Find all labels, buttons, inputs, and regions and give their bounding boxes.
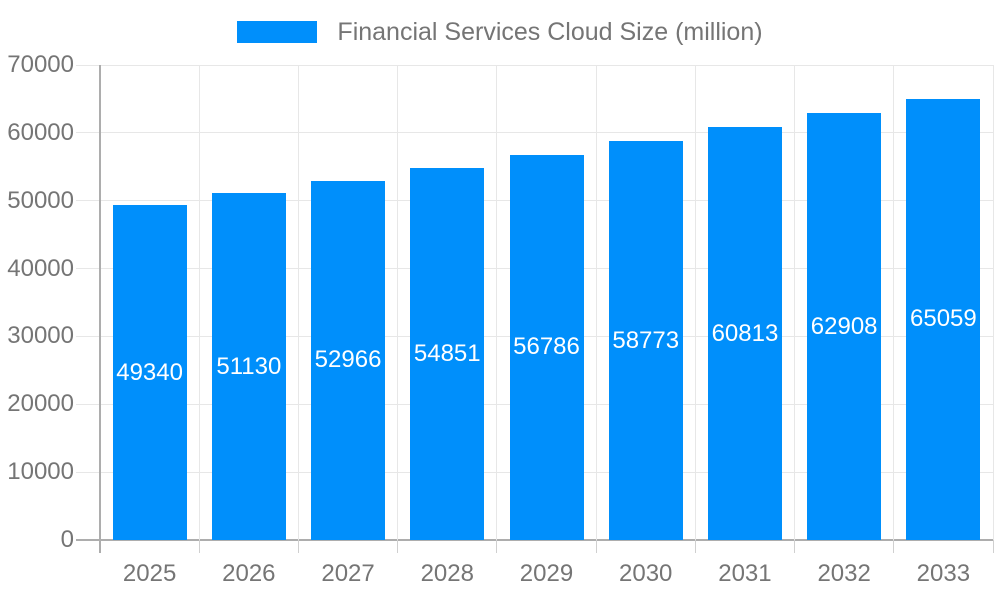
x-gridline bbox=[794, 65, 796, 540]
x-axis-label: 2027 bbox=[321, 560, 375, 587]
x-axis-tick bbox=[397, 540, 399, 553]
x-gridline bbox=[694, 65, 696, 540]
bar-2027[interactable]: 52966 bbox=[311, 180, 386, 540]
y-axis-label: 30000 bbox=[7, 322, 74, 350]
bar-2033[interactable]: 65059 bbox=[906, 98, 981, 540]
bar-2030[interactable]: 58773 bbox=[608, 141, 683, 540]
x-axis-tick bbox=[595, 540, 597, 553]
y-axis-label: 0 bbox=[60, 526, 74, 553]
y-axis-label: 60000 bbox=[7, 118, 74, 146]
bar-value-label: 54851 bbox=[413, 339, 481, 367]
bar-value-label: 51130 bbox=[216, 352, 282, 380]
bar-2032[interactable]: 62908 bbox=[807, 113, 882, 540]
bar-2031[interactable]: 60813 bbox=[707, 127, 782, 540]
x-gridline bbox=[297, 65, 299, 540]
bar-value-label: 65059 bbox=[910, 305, 977, 333]
x-gridline bbox=[992, 65, 994, 540]
x-axis-label: 2026 bbox=[222, 560, 276, 587]
x-gridline bbox=[595, 65, 597, 540]
x-axis-tick bbox=[496, 540, 498, 553]
x-axis-label: 2033 bbox=[916, 560, 971, 587]
bar-value-label: 62908 bbox=[810, 312, 878, 340]
bar-2026[interactable]: 51130 bbox=[211, 193, 286, 540]
x-axis-tick bbox=[992, 540, 994, 553]
x-gridline bbox=[397, 65, 399, 540]
x-axis-baseline bbox=[76, 539, 993, 541]
x-axis-tick bbox=[794, 540, 796, 553]
x-axis-label: 2028 bbox=[420, 560, 474, 587]
x-axis-label: 2029 bbox=[519, 560, 574, 587]
x-axis-label: 2025 bbox=[122, 560, 177, 587]
y-axis-label: 40000 bbox=[7, 254, 74, 282]
bar-value-label: 58773 bbox=[612, 326, 680, 354]
bar-2028[interactable]: 54851 bbox=[410, 167, 485, 540]
legend-label: Financial Services Cloud Size (million) bbox=[337, 18, 763, 46]
x-axis-label: 2030 bbox=[619, 560, 673, 587]
x-axis-label: 2032 bbox=[817, 560, 871, 587]
bar-value-label: 49340 bbox=[116, 358, 183, 386]
x-axis-tick bbox=[694, 540, 696, 553]
x-axis-tick bbox=[297, 540, 299, 553]
y-gridline bbox=[76, 64, 993, 66]
x-axis-tick bbox=[893, 540, 895, 553]
x-gridline bbox=[198, 65, 200, 540]
bar-value-label: 52966 bbox=[314, 346, 382, 374]
x-gridline bbox=[496, 65, 498, 540]
y-axis-label: 50000 bbox=[7, 186, 74, 214]
y-gridline bbox=[76, 132, 993, 134]
legend-item[interactable]: Financial Services Cloud Size (million) bbox=[0, 18, 1000, 46]
y-axis-label: 20000 bbox=[7, 390, 74, 418]
y-axis-label: 10000 bbox=[7, 458, 74, 486]
y-axis-line bbox=[99, 65, 101, 553]
y-axis-label: 70000 bbox=[7, 51, 74, 78]
x-axis-tick bbox=[198, 540, 200, 553]
legend-swatch bbox=[237, 21, 318, 43]
bar-2025[interactable]: 49340 bbox=[112, 205, 187, 540]
x-gridline bbox=[893, 65, 895, 540]
x-axis-label: 2031 bbox=[718, 560, 772, 587]
bar-value-label: 56786 bbox=[513, 333, 580, 361]
bar-value-label: 60813 bbox=[711, 319, 779, 347]
bar-2029[interactable]: 56786 bbox=[509, 154, 584, 540]
